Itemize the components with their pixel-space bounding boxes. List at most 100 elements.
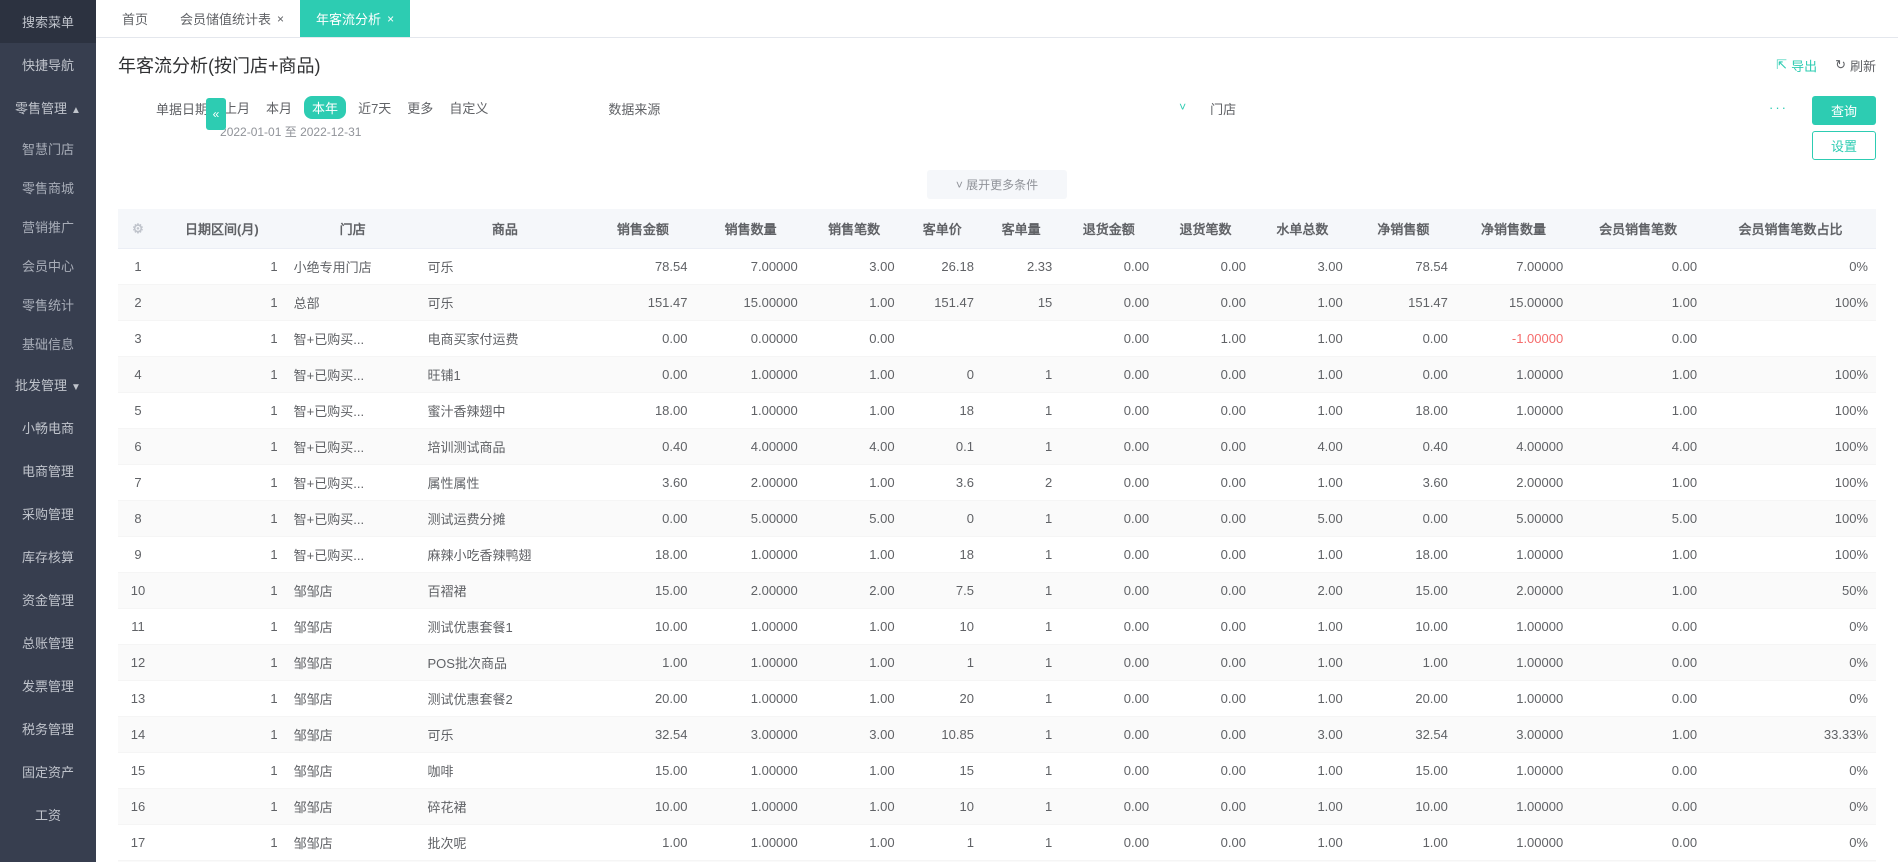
cell: 0.00 — [1060, 501, 1157, 537]
export-action[interactable]: ⇱ 导出 — [1776, 56, 1817, 75]
filter-buttons: 查询 设置 — [1812, 96, 1876, 160]
sidebar-item-总账管理[interactable]: 总账管理 — [0, 621, 96, 664]
table-row[interactable]: 51智+已购买...蜜汁香辣翅中18.001.000001.001810.000… — [118, 393, 1876, 429]
table-row[interactable]: 71智+已购买...属性属性3.602.000001.003.620.000.0… — [118, 465, 1876, 501]
sidebar-item-搜索菜单[interactable]: 搜索菜单 — [0, 0, 96, 43]
cell: 邹邹店 — [286, 573, 420, 609]
sidebar-item-智慧门店[interactable]: 智慧门店 — [0, 129, 96, 168]
cell: 32.54 — [590, 717, 695, 753]
close-icon[interactable]: × — [387, 12, 394, 26]
query-button[interactable]: 查询 — [1812, 96, 1876, 125]
refresh-action[interactable]: ↻ 刷新 — [1835, 56, 1876, 75]
column-销售笔数[interactable]: 销售笔数 — [806, 209, 903, 249]
close-icon[interactable]: × — [277, 12, 284, 26]
sidebar-item-零售统计[interactable]: 零售统计 — [0, 285, 96, 324]
date-preset-近7天[interactable]: 近7天 — [354, 96, 395, 119]
cell: 1.00000 — [1456, 609, 1571, 645]
table-body: 11小绝专用门店可乐78.547.000003.0026.182.330.000… — [118, 249, 1876, 862]
tab-会员储值统计表[interactable]: 会员储值统计表× — [164, 0, 300, 37]
sidebar-item-会员中心[interactable]: 会员中心 — [0, 246, 96, 285]
table-row[interactable]: 101邹邹店百褶裙15.002.000002.007.510.000.002.0… — [118, 573, 1876, 609]
date-preset-本年[interactable]: 本年 — [304, 96, 346, 119]
sidebar-item-电商管理[interactable]: 电商管理 — [0, 449, 96, 492]
column-客单价[interactable]: 客单价 — [903, 209, 982, 249]
sidebar-item-批发管理[interactable]: 批发管理▼ — [0, 363, 96, 406]
cell: 0.00 — [1351, 501, 1456, 537]
column-退货金额[interactable]: 退货金额 — [1060, 209, 1157, 249]
row-index: 4 — [118, 357, 158, 393]
column-商品[interactable]: 商品 — [420, 209, 591, 249]
export-icon: ⇱ — [1776, 57, 1787, 73]
table-row[interactable]: 141邹邹店可乐32.543.000003.0010.8510.000.003.… — [118, 717, 1876, 753]
tab-年客流分析[interactable]: 年客流分析× — [300, 0, 410, 37]
cell: 0.00 — [590, 501, 695, 537]
column-销售数量[interactable]: 销售数量 — [695, 209, 805, 249]
cell: 0.00 — [806, 321, 903, 357]
column-门店[interactable]: 门店 — [286, 209, 420, 249]
column-净销售数量[interactable]: 净销售数量 — [1456, 209, 1571, 249]
column-会员销售笔数占比[interactable]: 会员销售笔数占比 — [1705, 209, 1876, 249]
sidebar-item-快捷导航[interactable]: 快捷导航 — [0, 43, 96, 86]
sidebar-item-工资[interactable]: 工资 — [0, 793, 96, 836]
sidebar-item-零售管理[interactable]: 零售管理▲ — [0, 86, 96, 129]
collapse-filter-button[interactable]: « — [206, 98, 226, 130]
sidebar-item-税务管理[interactable]: 税务管理 — [0, 707, 96, 750]
tab-首页[interactable]: 首页 — [106, 0, 164, 37]
cell: 0.40 — [1351, 429, 1456, 465]
table-row[interactable]: 121邹邹店POS批次商品1.001.000001.00110.000.001.… — [118, 645, 1876, 681]
sidebar-item-基础信息[interactable]: 基础信息 — [0, 324, 96, 363]
sidebar-item-采购管理[interactable]: 采购管理 — [0, 492, 96, 535]
cell: 邹邹店 — [286, 753, 420, 789]
column-日期区间(月)[interactable]: 日期区间(月) — [158, 209, 286, 249]
table-row[interactable]: 161邹邹店碎花裙10.001.000001.001010.000.001.00… — [118, 789, 1876, 825]
cell: 1.00 — [1254, 789, 1351, 825]
date-preset-自定义[interactable]: 自定义 — [445, 96, 492, 119]
settings-button[interactable]: 设置 — [1812, 131, 1876, 160]
cell: 1.00 — [1571, 465, 1705, 501]
cell: 0.00 — [590, 357, 695, 393]
date-preset-本月[interactable]: 本月 — [262, 96, 296, 119]
column-净销售额[interactable]: 净销售额 — [1351, 209, 1456, 249]
store-select[interactable]: ··· — [1248, 96, 1796, 120]
table-row[interactable]: 61智+已购买...培训测试商品0.404.000004.000.110.000… — [118, 429, 1876, 465]
gear-icon[interactable]: ⚙ — [132, 221, 144, 236]
table-row[interactable]: 21总部可乐151.4715.000001.00151.47150.000.00… — [118, 285, 1876, 321]
sidebar-item-库存核算[interactable]: 库存核算 — [0, 535, 96, 578]
sidebar-item-营销推广[interactable]: 营销推广 — [0, 207, 96, 246]
table-row[interactable]: 31智+已购买...电商买家付运费0.000.000000.000.001.00… — [118, 321, 1876, 357]
column-水单总数[interactable]: 水单总数 — [1254, 209, 1351, 249]
cell: 4.00 — [1254, 429, 1351, 465]
column-退货笔数[interactable]: 退货笔数 — [1157, 209, 1254, 249]
cell: 4.00000 — [695, 429, 805, 465]
column-客单量[interactable]: 客单量 — [982, 209, 1060, 249]
column-销售金额[interactable]: 销售金额 — [590, 209, 695, 249]
table-row[interactable]: 41智+已购买...旺铺10.001.000001.00010.000.001.… — [118, 357, 1876, 393]
source-select[interactable]: ˅ — [672, 96, 1194, 119]
cell: 1 — [982, 789, 1060, 825]
cell: 1 — [158, 429, 286, 465]
cell: 4.00 — [1571, 429, 1705, 465]
settings-column[interactable]: ⚙ — [118, 209, 158, 249]
chevron-down-icon: ˅ — [956, 178, 966, 192]
more-conditions-toggle[interactable]: ˅ 展开更多条件 — [927, 170, 1067, 199]
cell: 麻辣小吃香辣鸭翅 — [420, 537, 591, 573]
sidebar-item-资金管理[interactable]: 资金管理 — [0, 578, 96, 621]
table-row[interactable]: 11小绝专用门店可乐78.547.000003.0026.182.330.000… — [118, 249, 1876, 285]
table-row[interactable]: 151邹邹店咖啡15.001.000001.001510.000.001.001… — [118, 753, 1876, 789]
column-会员销售笔数[interactable]: 会员销售笔数 — [1571, 209, 1705, 249]
cell: 1.00 — [1254, 825, 1351, 861]
cell: 1.00 — [806, 285, 903, 321]
cell: 0.00 — [1571, 789, 1705, 825]
table-row[interactable]: 111邹邹店测试优惠套餐110.001.000001.001010.000.00… — [118, 609, 1876, 645]
table-row[interactable]: 91智+已购买...麻辣小吃香辣鸭翅18.001.000001.001810.0… — [118, 537, 1876, 573]
table-row[interactable]: 171邹邹店批次呢1.001.000001.00110.000.001.001.… — [118, 825, 1876, 861]
date-preset-更多[interactable]: 更多 — [403, 96, 437, 119]
sidebar-item-固定资产[interactable]: 固定资产 — [0, 750, 96, 793]
sidebar-item-发票管理[interactable]: 发票管理 — [0, 664, 96, 707]
sidebar-item-零售商城[interactable]: 零售商城 — [0, 168, 96, 207]
table-row[interactable]: 81智+已购买...测试运费分摊0.005.000005.00010.000.0… — [118, 501, 1876, 537]
sidebar-item-小畅电商[interactable]: 小畅电商 — [0, 406, 96, 449]
table-row[interactable]: 131邹邹店测试优惠套餐220.001.000001.002010.000.00… — [118, 681, 1876, 717]
cell: 0 — [903, 357, 982, 393]
cell: 0.00 — [1060, 753, 1157, 789]
